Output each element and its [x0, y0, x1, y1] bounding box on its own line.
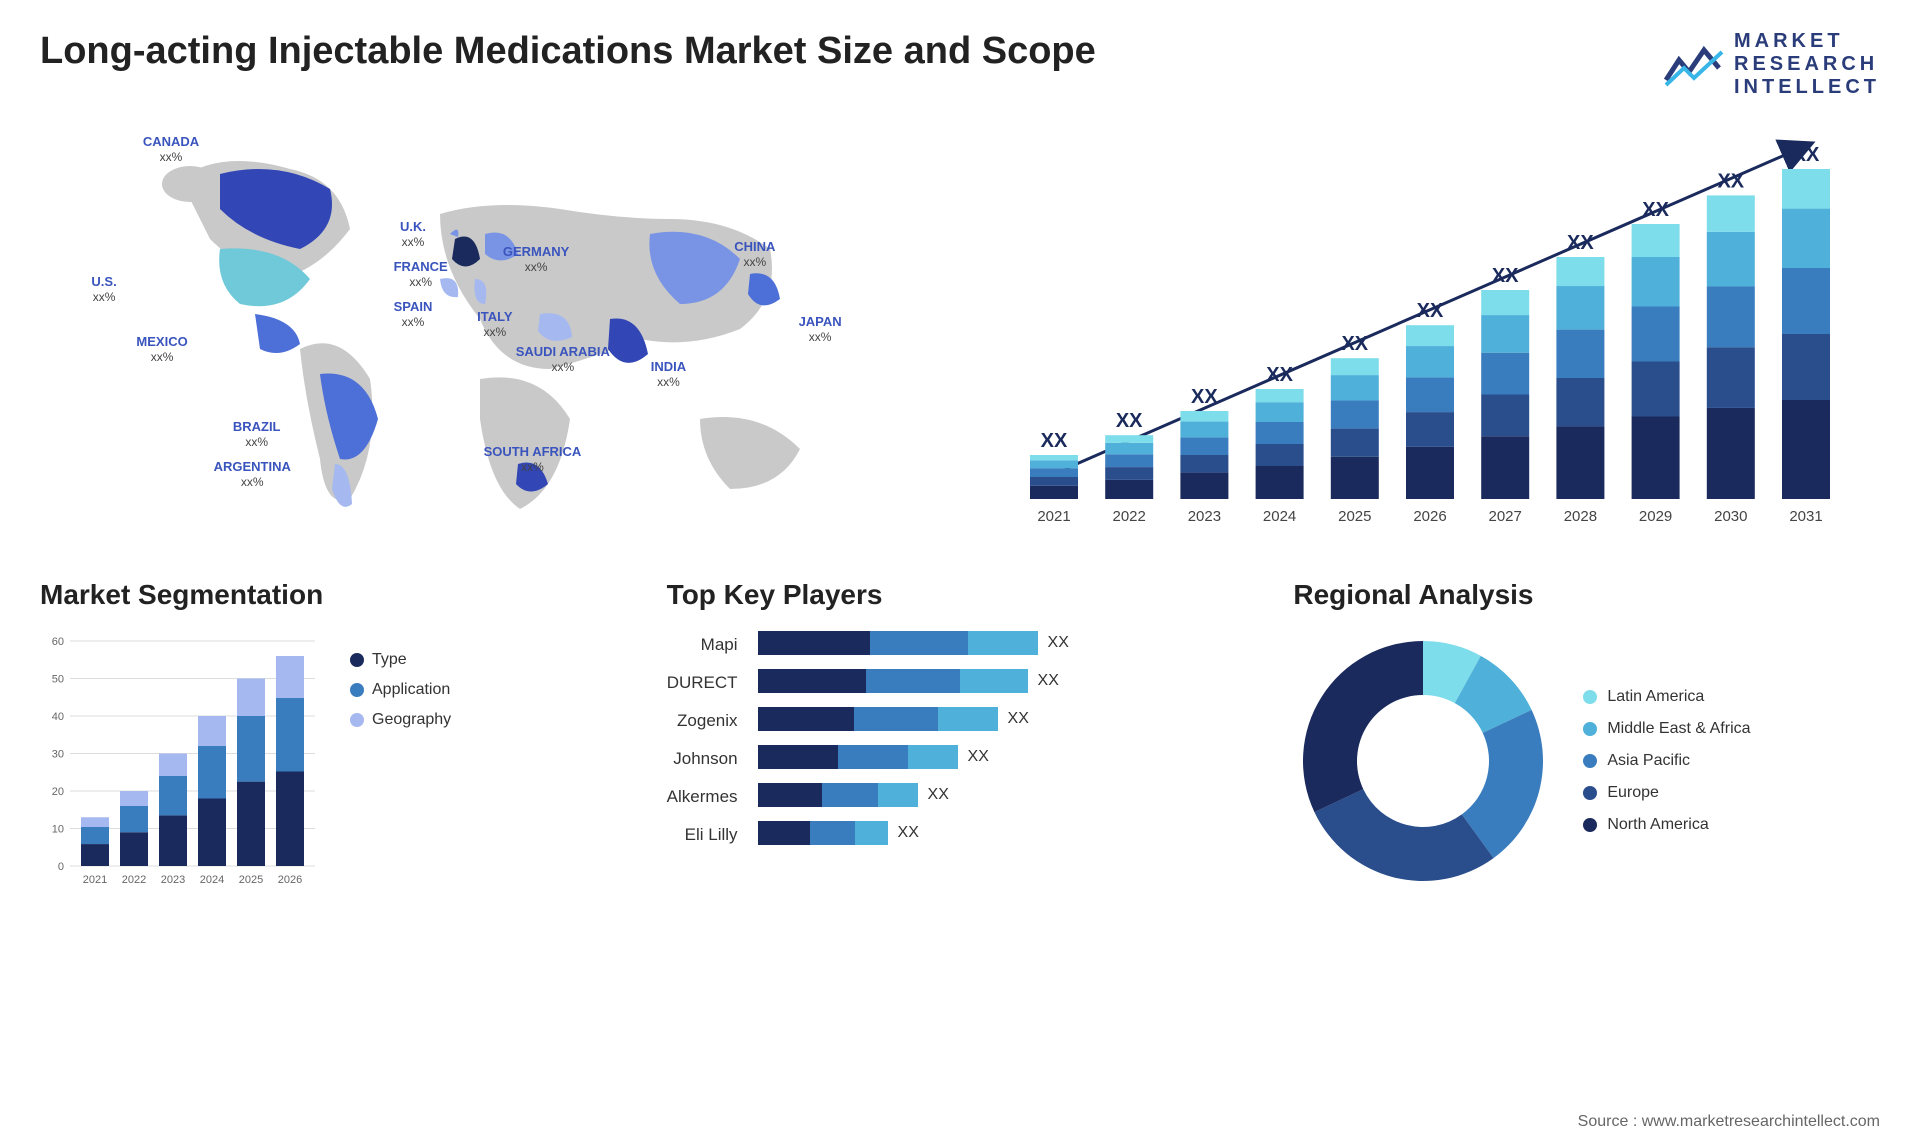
source-text: Source : www.marketresearchintellect.com [1578, 1113, 1880, 1131]
svg-text:XX: XX [1642, 199, 1669, 221]
map-label: INDIAxx% [651, 359, 686, 389]
segmentation-legend: Type Application Geography [350, 631, 451, 891]
svg-text:2022: 2022 [1113, 508, 1146, 525]
legend-item: Type [350, 651, 451, 669]
map-label: U.K.xx% [400, 219, 426, 249]
region-legend-item: Europe [1583, 784, 1750, 802]
svg-text:2027: 2027 [1489, 508, 1522, 525]
map-label: JAPANxx% [799, 314, 842, 344]
map-label: CHINAxx% [734, 239, 775, 269]
player-name: DURECT [667, 671, 738, 695]
svg-text:40: 40 [52, 711, 64, 723]
legend-item: Application [350, 681, 451, 699]
player-bar-row: XX [758, 631, 1069, 655]
region-legend-item: Middle East & Africa [1583, 720, 1750, 738]
players-labels: Mapi DURECT Zogenix Johnson Alkermes Eli Lill… [667, 631, 738, 847]
svg-text:XX: XX [1717, 170, 1744, 192]
map-label: GERMANYxx% [503, 244, 569, 274]
segmentation-panel: Market Segmentation 0 10 20 30 40 50 60 2021 202… [40, 579, 627, 891]
logo-line2: RESEARCH [1734, 53, 1880, 76]
svg-text:2021: 2021 [1037, 508, 1070, 525]
svg-text:60: 60 [52, 636, 64, 648]
region-legend-item: Asia Pacific [1583, 752, 1750, 770]
svg-text:2023: 2023 [1188, 508, 1221, 525]
map-label: U.S.xx% [91, 274, 116, 304]
segmentation-chart: 0 10 20 30 40 50 60 2021 2022 2023 2024 2025 2026 [40, 631, 320, 891]
svg-text:10: 10 [52, 824, 64, 836]
logo-line1: MARKET [1734, 30, 1880, 53]
svg-text:2025: 2025 [1338, 508, 1371, 525]
regional-panel: Regional Analysis Latin America Middle Ea… [1293, 579, 1880, 891]
svg-text:0: 0 [58, 861, 64, 873]
svg-text:2021: 2021 [83, 874, 107, 886]
map-label: SOUTH AFRICAxx% [484, 444, 582, 474]
svg-text:20: 20 [52, 786, 64, 798]
map-label: CANADAxx% [143, 134, 199, 164]
player-bar-row: XX [758, 707, 1069, 731]
svg-text:2026: 2026 [1413, 508, 1446, 525]
svg-text:XX: XX [1492, 265, 1519, 287]
regional-title: Regional Analysis [1293, 579, 1880, 611]
svg-text:2023: 2023 [161, 874, 185, 886]
svg-text:XX: XX [1417, 300, 1444, 322]
logo-icon [1664, 40, 1724, 90]
svg-text:2024: 2024 [1263, 508, 1296, 525]
player-name: Zogenix [667, 709, 738, 733]
svg-text:2031: 2031 [1789, 508, 1822, 525]
svg-text:XX: XX [1793, 144, 1820, 166]
logo-line3: INTELLECT [1734, 76, 1880, 99]
svg-text:XX: XX [1191, 386, 1218, 408]
brand-logo: MARKET RESEARCH INTELLECT [1664, 30, 1880, 99]
svg-text:2022: 2022 [122, 874, 146, 886]
svg-text:2030: 2030 [1714, 508, 1747, 525]
player-bar-row: XX [758, 745, 1069, 769]
map-label: SAUDI ARABIAxx% [516, 344, 610, 374]
region-legend-item: North America [1583, 816, 1750, 834]
page-title: Long-acting Injectable Medications Marke… [40, 30, 1096, 73]
svg-text:2029: 2029 [1639, 508, 1672, 525]
player-bar-row: XX [758, 783, 1069, 807]
svg-text:XX: XX [1266, 364, 1293, 386]
svg-text:XX: XX [1341, 333, 1368, 355]
region-legend-item: Latin America [1583, 688, 1750, 706]
svg-text:XX: XX [1567, 232, 1594, 254]
map-label: ARGENTINAxx% [214, 459, 291, 489]
player-bar-row: XX [758, 821, 1069, 845]
map-label: ITALYxx% [477, 309, 512, 339]
svg-text:XX: XX [1041, 430, 1068, 452]
map-label: MEXICOxx% [136, 334, 187, 364]
svg-text:50: 50 [52, 674, 64, 686]
regional-donut [1293, 631, 1553, 891]
main-forecast-chart: XX 2021 XX 2022 XX 2023 XX 2024 XX 2025 XX 2026 XX 20… [980, 119, 1880, 539]
svg-text:XX: XX [1116, 410, 1143, 432]
svg-text:30: 30 [52, 749, 64, 761]
players-panel: Top Key Players Mapi DURECT Zogenix Johnson… [667, 579, 1254, 891]
segmentation-title: Market Segmentation [40, 579, 627, 611]
regional-legend: Latin America Middle East & Africa Asia Pa… [1583, 688, 1750, 834]
player-name: Mapi [667, 633, 738, 657]
player-name: Eli Lilly [667, 823, 738, 847]
legend-item: Geography [350, 711, 451, 729]
svg-text:2025: 2025 [239, 874, 263, 886]
svg-text:2024: 2024 [200, 874, 224, 886]
player-name: Johnson [667, 747, 738, 771]
map-label: FRANCExx% [394, 259, 448, 289]
players-bars: XX XX XX XX XX XX [758, 631, 1069, 845]
map-label: BRAZILxx% [233, 419, 281, 449]
players-title: Top Key Players [667, 579, 1254, 611]
player-bar-row: XX [758, 669, 1069, 693]
svg-text:2028: 2028 [1564, 508, 1597, 525]
map-label: SPAINxx% [394, 299, 433, 329]
svg-text:2026: 2026 [278, 874, 302, 886]
world-map: CANADAxx% U.S.xx% MEXICOxx% BRAZILxx% ARGENT… [40, 119, 940, 539]
player-name: Alkermes [667, 785, 738, 809]
